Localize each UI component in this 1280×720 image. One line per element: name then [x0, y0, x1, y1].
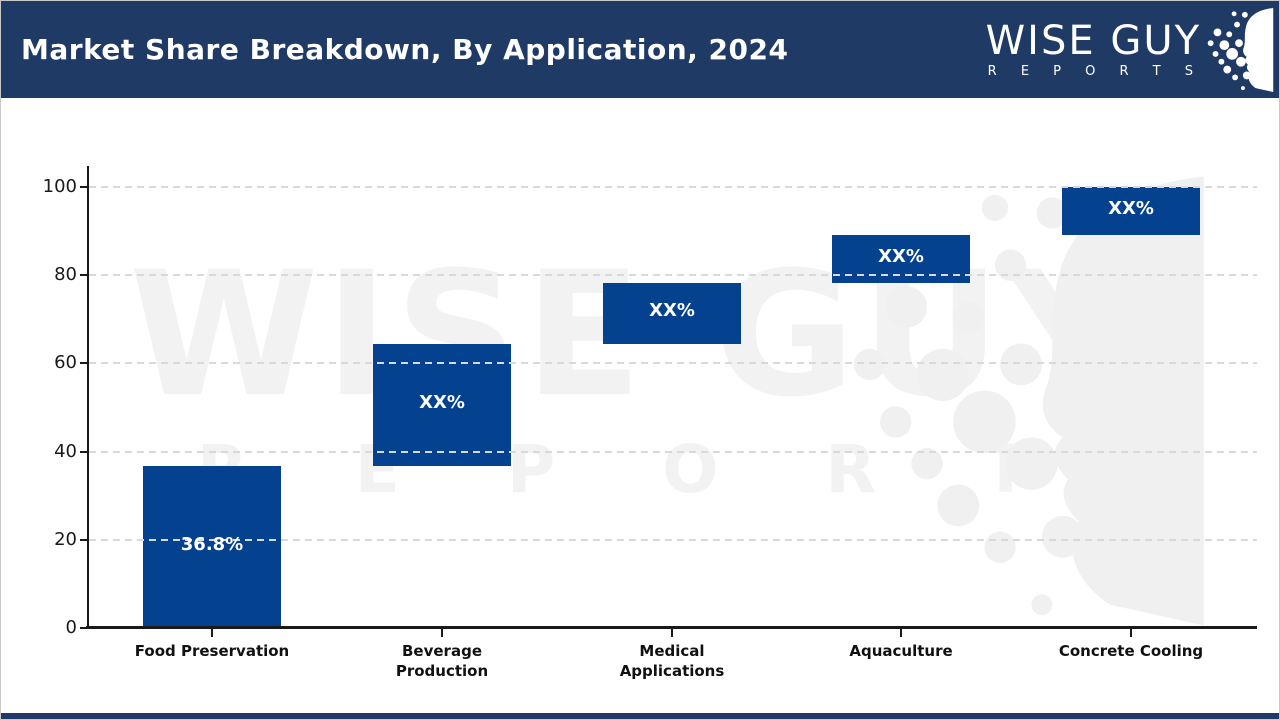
brand-logo-subname: R E P O R T S [987, 63, 1203, 79]
bar [1062, 187, 1200, 236]
brand-logo: WISE GUY R E P O R T S [984, 1, 1203, 98]
x-axis-line [86, 626, 1257, 629]
y-tick-label: 40 [54, 440, 77, 462]
y-tick-mark [80, 186, 88, 188]
bar-value-label: XX% [878, 246, 924, 268]
y-tick-mark [80, 538, 88, 541]
y-tick-label: 20 [54, 528, 77, 550]
x-tick-mark [671, 629, 673, 637]
gridline [89, 538, 1257, 541]
watermark-face-icon [853, 176, 1204, 626]
x-tick-mark [900, 629, 902, 637]
page-title: Market Share Breakdown, By Application, … [21, 33, 789, 66]
x-category-label: Aquaculture [791, 641, 1011, 661]
footer-bar [1, 713, 1279, 719]
bar-value-label: 36.8% [180, 533, 244, 555]
bar [603, 283, 741, 344]
x-category-label-line: Production [395, 662, 489, 681]
bar [143, 465, 281, 628]
y-tick-mark [80, 274, 88, 277]
y-tick-label: 80 [54, 264, 77, 286]
x-category-label-line: Concrete Cooling [1058, 642, 1204, 660]
x-category-label: Medical Applications [562, 641, 782, 682]
gridline [89, 274, 1257, 277]
x-category-label-line: Applications [619, 662, 725, 681]
y-tick-mark [80, 362, 88, 365]
x-category-label: Food Preservation [102, 641, 322, 661]
gridline [89, 362, 1257, 365]
y-tick-mark [80, 450, 88, 453]
y-tick-label: 0 [65, 617, 77, 638]
bar-value-label: XX% [1108, 198, 1154, 220]
x-category-label-line: Aquaculture [849, 642, 953, 660]
header-bar: Market Share Breakdown, By Application, … [1, 1, 1279, 98]
x-tick-mark [1130, 629, 1132, 637]
brand-face-icon [1207, 7, 1274, 93]
y-tick-mark [80, 627, 88, 629]
y-tick-label: 60 [54, 352, 77, 374]
brand-logo-name: WISE GUY [985, 17, 1202, 64]
gridline [89, 450, 1257, 453]
x-tick-mark [441, 629, 443, 637]
x-tick-mark [211, 629, 213, 637]
bar-value-label: XX% [419, 391, 465, 413]
x-category-label-line: Beverage [402, 642, 482, 660]
gridline [89, 186, 1257, 188]
x-category-label: Concrete Cooling [1021, 641, 1241, 661]
y-tick-label: 100 [42, 176, 77, 197]
x-category-label-line: Food Preservation [134, 642, 290, 660]
x-category-label: Beverage Production [332, 641, 552, 682]
x-category-label-line: Medical [639, 642, 705, 660]
y-axis-spine [87, 166, 89, 629]
bar-value-label: XX% [649, 300, 695, 322]
